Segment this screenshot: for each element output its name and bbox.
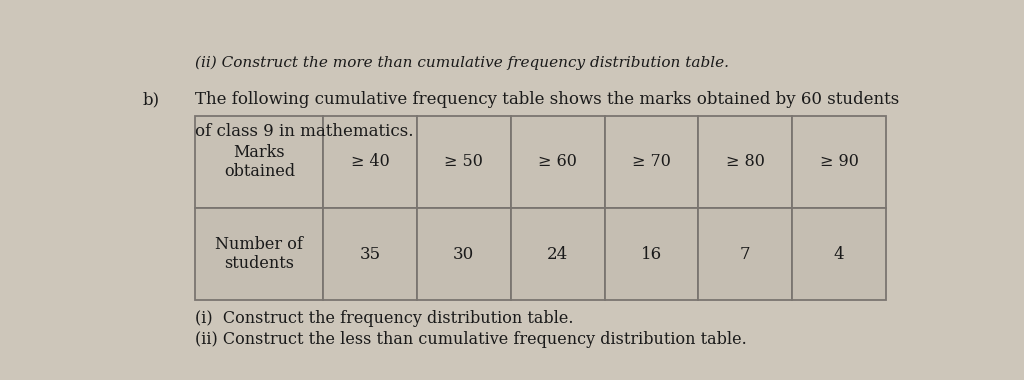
Text: Number of
students: Number of students: [215, 236, 303, 272]
Text: (ii) Construct the more than cumulative frequency distribution table.: (ii) Construct the more than cumulative …: [196, 56, 729, 70]
Bar: [511, 116, 604, 208]
Text: ≥ 60: ≥ 60: [539, 154, 578, 170]
Text: 24: 24: [547, 245, 568, 263]
Bar: [698, 208, 793, 300]
Text: (i)  Construct the frequency distribution table.: (i) Construct the frequency distribution…: [196, 310, 574, 328]
Bar: [417, 116, 511, 208]
Bar: [793, 208, 886, 300]
Text: ≥ 40: ≥ 40: [350, 154, 389, 170]
Bar: [324, 208, 417, 300]
Text: Marks
obtained: Marks obtained: [224, 144, 295, 180]
Text: ≥ 90: ≥ 90: [819, 154, 858, 170]
Text: (ii) Construct the less than cumulative frequency distribution table.: (ii) Construct the less than cumulative …: [196, 331, 748, 348]
Bar: [793, 116, 886, 208]
Bar: [417, 208, 511, 300]
Text: 16: 16: [641, 245, 662, 263]
Text: ≥ 50: ≥ 50: [444, 154, 483, 170]
Bar: [196, 116, 324, 208]
Bar: [324, 116, 417, 208]
Bar: [196, 208, 324, 300]
Text: 35: 35: [359, 245, 381, 263]
Text: 30: 30: [454, 245, 474, 263]
Text: 4: 4: [834, 245, 845, 263]
Text: ≥ 80: ≥ 80: [726, 154, 765, 170]
Text: 7: 7: [740, 245, 751, 263]
Text: b): b): [142, 91, 160, 108]
Bar: [511, 208, 604, 300]
Bar: [604, 116, 698, 208]
Bar: [698, 116, 793, 208]
Text: of class 9 in mathematics.: of class 9 in mathematics.: [196, 123, 414, 140]
Bar: [604, 208, 698, 300]
Text: The following cumulative frequency table shows the marks obtained by 60 students: The following cumulative frequency table…: [196, 91, 900, 108]
Text: ≥ 70: ≥ 70: [632, 154, 671, 170]
